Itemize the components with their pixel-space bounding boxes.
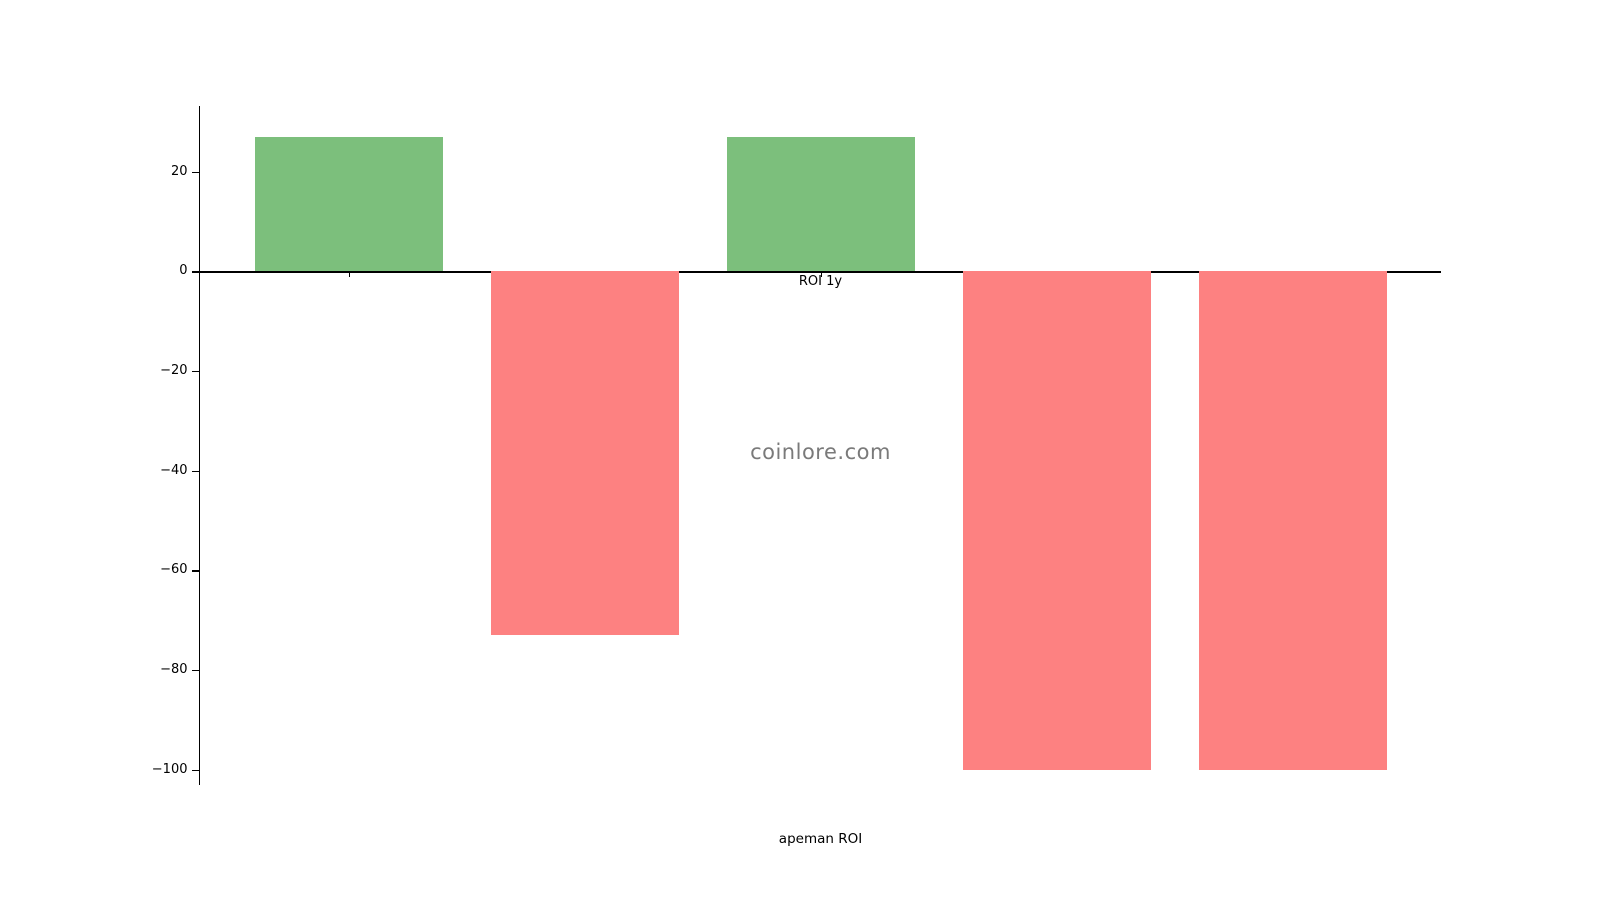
y-tick-mark — [191, 470, 199, 472]
y-tick-label: −60 — [160, 562, 188, 578]
y-tick-label: −100 — [151, 761, 188, 777]
x-axis-title: apeman ROI — [778, 831, 863, 847]
y-tick-label: 0 — [179, 263, 188, 279]
watermark: coinlore.com — [750, 440, 891, 464]
y-tick-mark — [191, 371, 199, 373]
y-tick-label: 20 — [170, 163, 188, 179]
y-tick-mark — [191, 669, 199, 672]
y-tick-mark — [191, 171, 199, 174]
bar-3 — [726, 136, 915, 272]
y-tick-mark — [191, 570, 199, 572]
x-tick-mark — [820, 271, 822, 278]
bar-4 — [962, 271, 1151, 770]
bar-5 — [1198, 271, 1387, 770]
y-tick-label: −20 — [160, 363, 188, 379]
y-axis-spine — [198, 106, 200, 785]
bar-2 — [490, 271, 679, 636]
y-tick-mark — [191, 271, 199, 273]
x-tick-mark — [348, 271, 350, 278]
y-tick-label: −80 — [160, 661, 188, 677]
y-tick-label: −40 — [160, 462, 188, 478]
bar-1 — [254, 136, 443, 272]
y-tick-mark — [191, 769, 199, 771]
x-tick-label: ROI 1y — [798, 274, 843, 290]
